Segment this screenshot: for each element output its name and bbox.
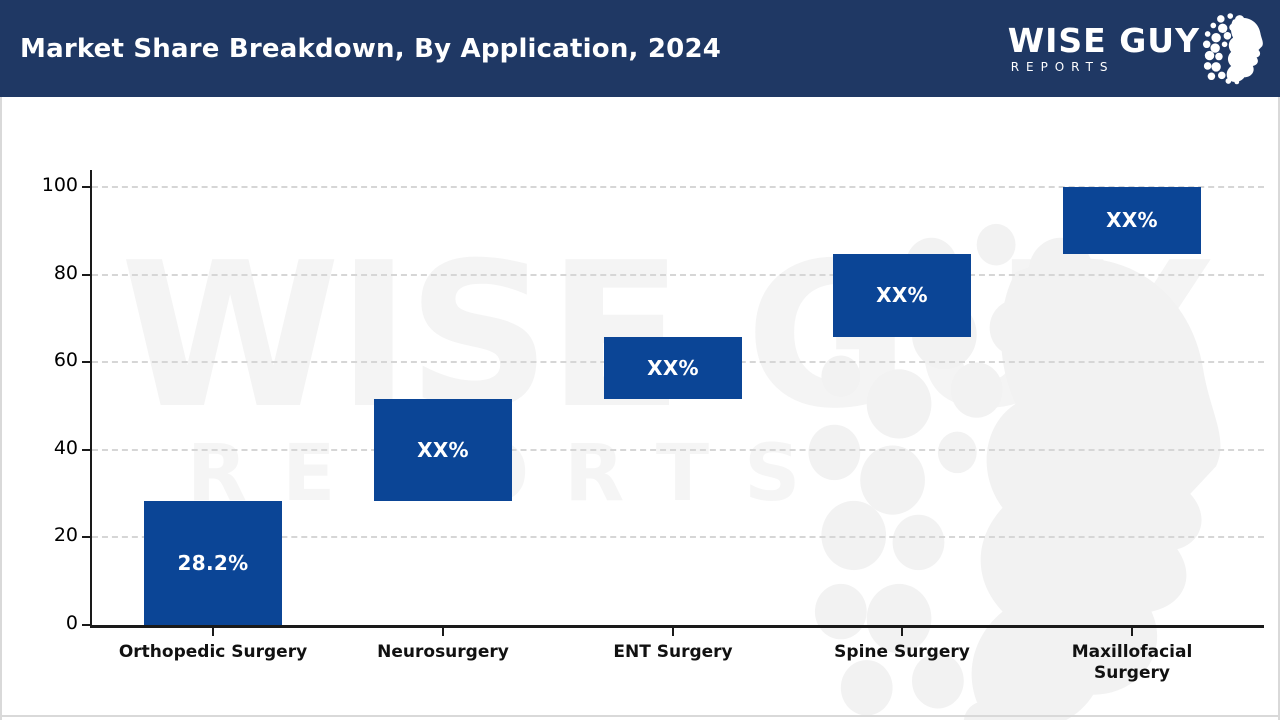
y-tick [82, 448, 90, 451]
logo-wordmark: WISE GUY [1007, 20, 1200, 60]
x-category-label-maxillofacial-surgery: Maxillofacial Surgery [1071, 642, 1193, 684]
x-tick [1131, 628, 1133, 636]
x-category-label-orthopedic-surgery: Orthopedic Surgery [118, 642, 308, 662]
wise-guy-head-icon [1202, 12, 1263, 84]
y-tick-label: 60 [53, 349, 78, 372]
bar-value-label: 28.2% [177, 551, 249, 576]
x-tick [212, 628, 214, 636]
y-tick-label: 40 [53, 436, 78, 459]
bar-value-label: XX% [417, 438, 469, 463]
page-title: Market Share Breakdown, By Application, … [20, 33, 722, 64]
plot: 0 20 40 60 80 100 28.2% Orthopedic Surgery XX% Ne… [2, 97, 1278, 720]
page-bottom-border [2, 715, 1278, 717]
bar-neurosurgery: XX% [374, 398, 512, 502]
bar-orthopedic-surgery: 28.2% [144, 501, 282, 625]
logo-text: WISE GUY REPORTS [1008, 24, 1200, 74]
y-axis-line [90, 170, 92, 628]
y-tick [82, 361, 90, 364]
x-category-label-spine-surgery: Spine Surgery [834, 642, 970, 662]
y-tick [82, 273, 90, 276]
gridline-20 [92, 536, 1264, 539]
y-tick-label: 80 [53, 261, 78, 284]
y-tick [82, 536, 90, 539]
logo-subtext: REPORTS [1010, 59, 1115, 74]
gridline-80 [92, 273, 1264, 276]
bar-value-label: XX% [647, 355, 699, 380]
y-tick [82, 186, 90, 188]
bar-maxillofacial-surgery: XX% [1063, 187, 1201, 254]
gridline-100 [92, 186, 1264, 188]
x-tick [901, 628, 903, 636]
y-tick-label: 100 [41, 174, 78, 196]
header: Market Share Breakdown, By Application, … [0, 0, 1280, 97]
x-axis-line [90, 625, 1264, 628]
x-category-label-neurosurgery: Neurosurgery [377, 642, 509, 662]
wise-guy-logo: WISE GUY REPORTS [1008, 10, 1266, 88]
bar-value-label: XX% [876, 283, 928, 308]
x-tick [442, 628, 444, 636]
bar-ent-surgery: XX% [604, 336, 742, 399]
gridline-40 [92, 448, 1264, 451]
y-tick [82, 624, 90, 626]
bar-spine-surgery: XX% [833, 253, 971, 337]
x-category-label-ent-surgery: ENT Surgery [613, 642, 733, 662]
y-tick-label: 20 [53, 524, 78, 547]
y-tick-label: 0 [65, 612, 78, 634]
bar-value-label: XX% [1106, 208, 1158, 233]
chart-area: WISE GUY REPORTS 02040608010028.2%Orthop… [0, 97, 1280, 720]
x-tick [672, 628, 674, 636]
